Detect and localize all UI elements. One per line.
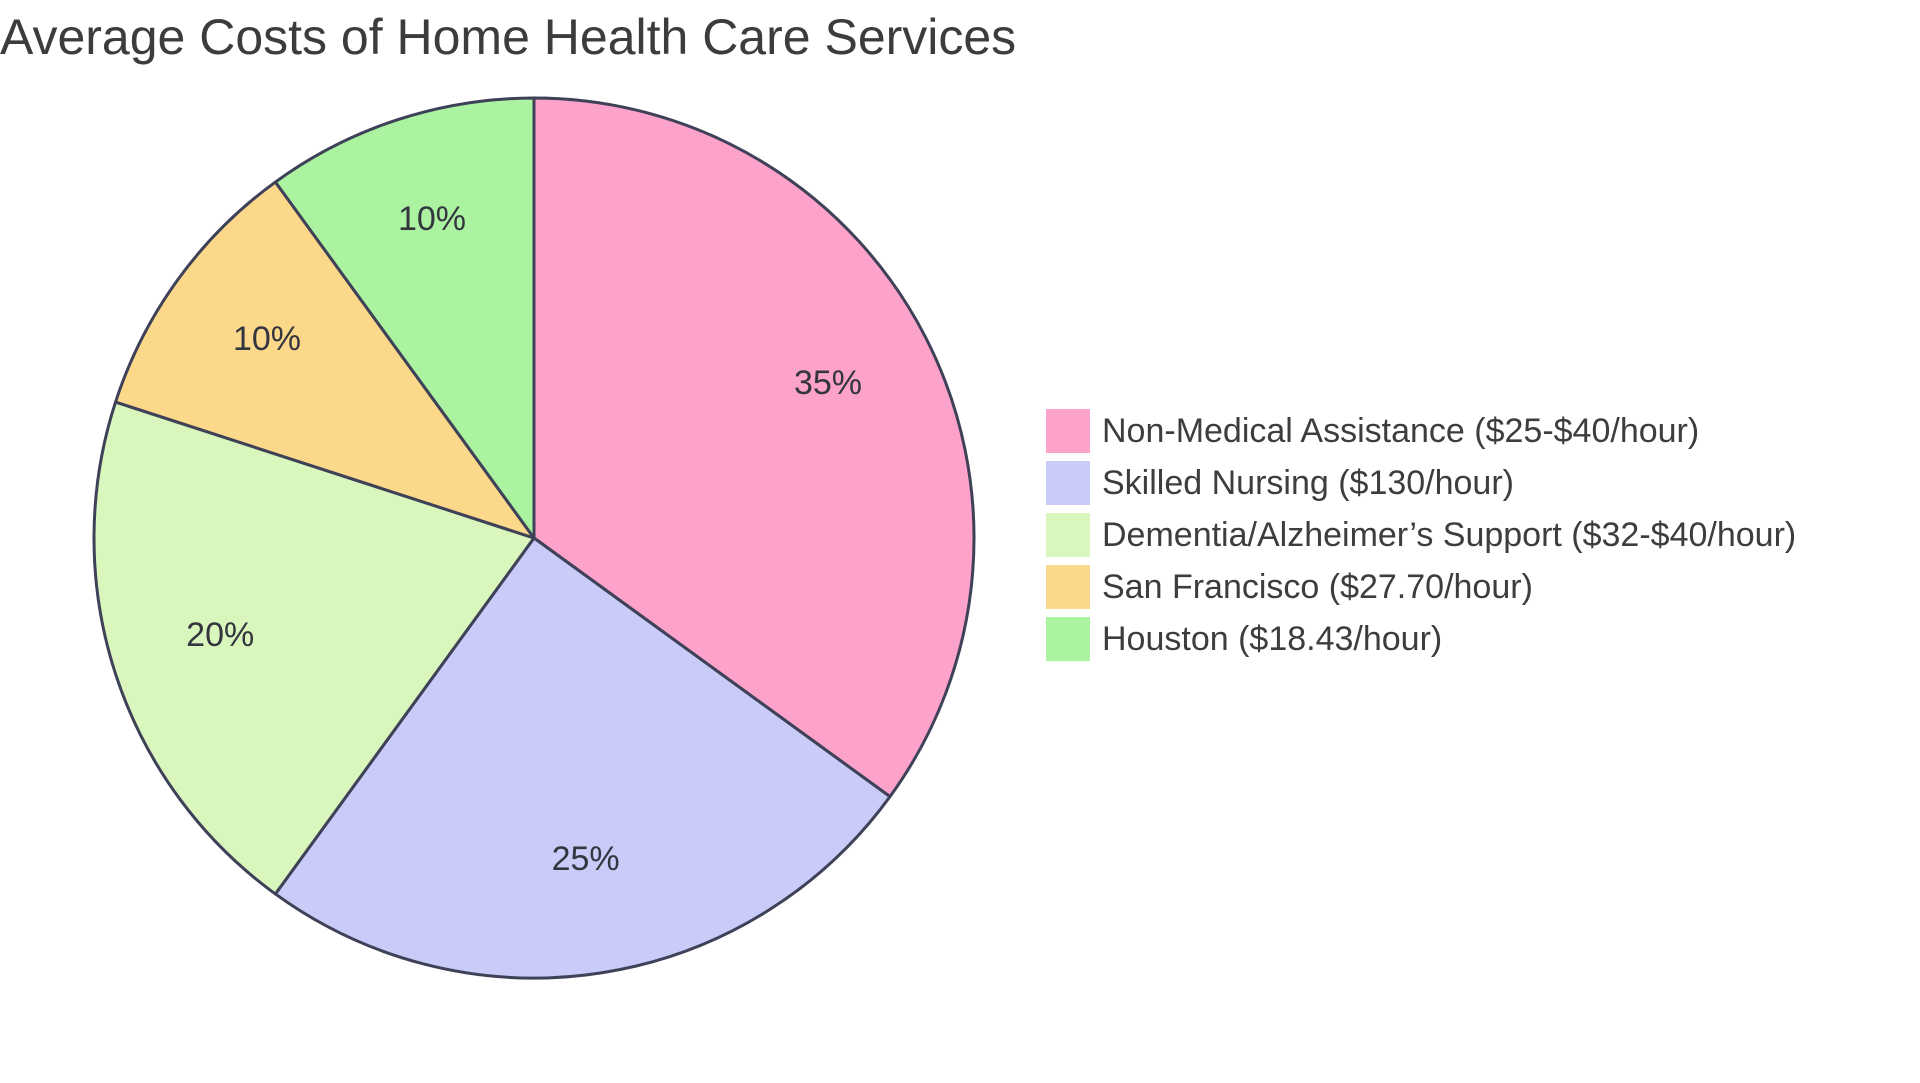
- pie-percent-label-non-medical-assistance: 35%: [794, 364, 862, 402]
- pie-percent-label-houston: 10%: [398, 200, 466, 238]
- legend-swatch-skilled-nursing: [1046, 461, 1090, 505]
- legend-label-san-francisco: San Francisco ($27.70/hour): [1102, 567, 1533, 606]
- pie-slice-dementia-alzheimers-support: [92, 400, 536, 896]
- legend-label-houston: Houston ($18.43/hour): [1102, 619, 1443, 658]
- pie-slice-san-francisco: [114, 180, 536, 540]
- pie-slice-houston: [273, 96, 536, 540]
- legend-swatch-non-medical-assistance: [1046, 409, 1090, 453]
- legend-swatch-houston: [1046, 617, 1090, 661]
- legend-item-san-francisco: San Francisco ($27.70/hour): [1046, 565, 1796, 609]
- legend-label-dementia-alzheimers-support: Dementia/Alzheimer’s Support ($32-$40/ho…: [1102, 515, 1797, 554]
- chart-title: Average Costs of Home Health Care Servic…: [0, 9, 1017, 65]
- legend: Non-Medical Assistance ($25-$40/hour) Ski…: [1046, 409, 1796, 669]
- pie-percent-label-dementia-alzheimers-support: 20%: [186, 616, 254, 654]
- pie-slice-skilled-nursing: [273, 536, 892, 980]
- legend-label-skilled-nursing: Skilled Nursing ($130/hour): [1102, 463, 1514, 502]
- legend-item-non-medical-assistance: Non-Medical Assistance ($25-$40/hour): [1046, 409, 1796, 453]
- pie-percent-label-skilled-nursing: 25%: [552, 840, 620, 878]
- pie-percent-label-san-francisco: 10%: [233, 320, 301, 358]
- legend-item-dementia-alzheimers-support: Dementia/Alzheimer’s Support ($32-$40/ho…: [1046, 513, 1796, 557]
- legend-item-skilled-nursing: Skilled Nursing ($130/hour): [1046, 461, 1796, 505]
- legend-swatch-san-francisco: [1046, 565, 1090, 609]
- pie-slice-non-medical-assistance: [532, 96, 976, 799]
- legend-item-houston: Houston ($18.43/hour): [1046, 617, 1796, 661]
- legend-label-non-medical-assistance: Non-Medical Assistance ($25-$40/hour): [1102, 411, 1700, 450]
- legend-swatch-dementia-alzheimers-support: [1046, 513, 1090, 557]
